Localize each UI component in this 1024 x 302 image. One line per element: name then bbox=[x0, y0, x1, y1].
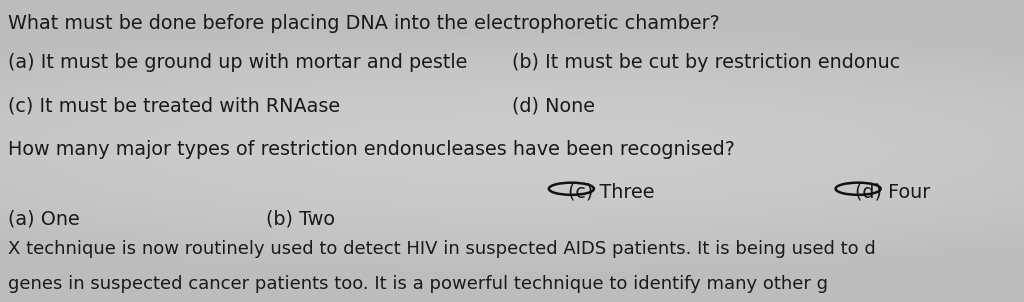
Text: X technique is now routinely used to detect HIV in suspected AIDS patients. It i: X technique is now routinely used to det… bbox=[8, 240, 876, 258]
Text: (b) Two: (b) Two bbox=[266, 210, 335, 229]
Text: genes in suspected cancer patients too. It is a powerful technique to identify m: genes in suspected cancer patients too. … bbox=[8, 275, 828, 293]
Text: What must be done before placing DNA into the electrophoretic chamber?: What must be done before placing DNA int… bbox=[8, 14, 720, 33]
Text: How many major types of restriction endonucleases have been recognised?: How many major types of restriction endo… bbox=[8, 140, 735, 159]
Text: (a) One: (a) One bbox=[8, 210, 80, 229]
Text: (d) Four: (d) Four bbox=[855, 183, 930, 202]
Text: (d) None: (d) None bbox=[512, 97, 595, 116]
Text: (c) Three: (c) Three bbox=[568, 183, 654, 202]
Text: (b) It must be cut by restriction endonuc: (b) It must be cut by restriction endonu… bbox=[512, 53, 900, 72]
Text: (a) It must be ground up with mortar and pestle: (a) It must be ground up with mortar and… bbox=[8, 53, 468, 72]
Text: (c) It must be treated with RNAase: (c) It must be treated with RNAase bbox=[8, 97, 340, 116]
